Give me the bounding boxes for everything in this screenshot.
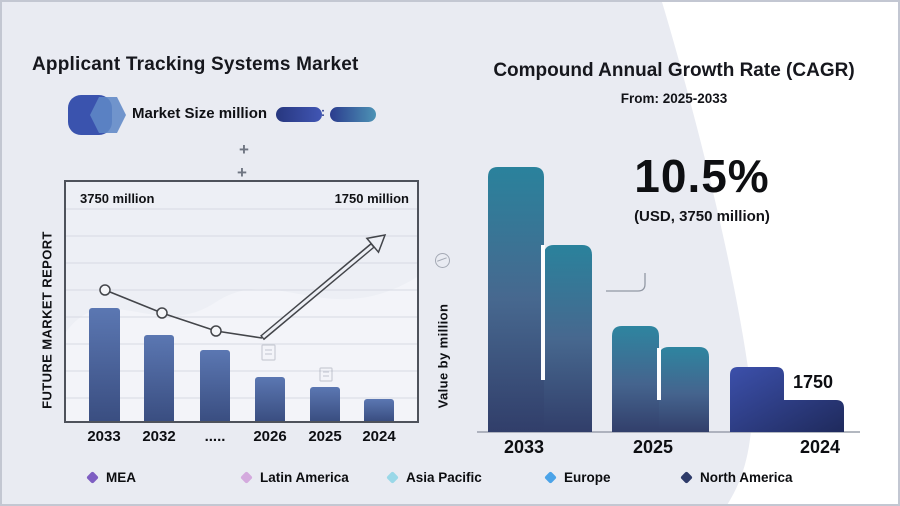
left-chart-title: Applicant Tracking Systems Market (32, 54, 359, 75)
plus-icon: + (237, 163, 247, 182)
right-chart-title: Compound Annual Growth Rate (CAGR) (493, 60, 855, 81)
left-chart-panel: 3750 million 1750 million (64, 180, 419, 423)
pair-bar-2025-left (612, 326, 659, 432)
value-annotation-1750: 1750 (792, 372, 834, 392)
bar-2026 (255, 377, 285, 421)
legend-item-north-america: North America (680, 469, 793, 485)
gridlines (66, 208, 417, 399)
white-swoosh-shape (662, 2, 898, 504)
pair-notch (541, 245, 545, 380)
right-chart-subtitle: From: 2025-2033 (620, 91, 728, 106)
circle-slash-icon (435, 253, 450, 268)
x-label: 2033 (87, 428, 121, 445)
right-axis-value-label: 1750 million (334, 191, 409, 206)
legend-label: North America (700, 469, 793, 485)
decorative-pill-right (330, 107, 376, 122)
trend-line-layer (99, 234, 387, 341)
decorative-pill-left (276, 107, 322, 122)
legend-item-europe: Europe (544, 469, 611, 485)
pair-bar-2025-right (659, 347, 709, 432)
x-label: 2025 (632, 437, 674, 457)
pair-notch (657, 348, 661, 400)
plus-icon: + (239, 140, 249, 159)
legend-label: MEA (106, 469, 136, 485)
bar-2033 (89, 308, 120, 421)
hexagon-shape (90, 97, 126, 133)
market-size-label: Market Size million (132, 105, 268, 122)
legend-diamond-icon (680, 470, 693, 484)
pair-bar-2024 (730, 367, 844, 432)
line-markers (99, 284, 222, 337)
market-size-cylinder-hexagon-icon (68, 95, 128, 135)
x-label: 2026 (253, 428, 287, 445)
legend-item-latin-america: Latin America (240, 469, 349, 485)
x-label: 2024 (799, 437, 841, 457)
bar-dots (200, 350, 230, 421)
cagr-value: 10.5% (634, 150, 770, 202)
x-label: 2032 (142, 428, 176, 445)
x-label: 2024 (362, 428, 396, 445)
x-label: 2033 (503, 437, 545, 457)
x-label: ..... (204, 428, 226, 445)
pair-bar-2033-left (488, 167, 544, 432)
bar-2025 (310, 387, 340, 421)
legend-item-asia-pacific: Asia Pacific (386, 469, 482, 485)
cagr-note: (USD, 3750 million) (634, 208, 770, 225)
trend-arrow-inner (262, 244, 373, 339)
value-axis-label: Value by million (435, 303, 451, 409)
legend-diamond-icon (386, 470, 399, 484)
legend-diamond-icon (86, 470, 99, 484)
arrow-head (365, 234, 387, 254)
legend-label: Latin America (260, 469, 349, 485)
legend-diamond-icon (240, 470, 253, 484)
bar-2024 (364, 399, 394, 421)
trend-line (104, 289, 263, 339)
corner-bracket-icon (606, 273, 646, 292)
legend-label: Asia Pacific (406, 469, 482, 485)
x-label: 2025 (308, 428, 342, 445)
right-chart (477, 167, 860, 433)
legend-diamond-icon (544, 470, 557, 484)
pair-bar-2033-right (544, 245, 592, 432)
document-watermark-icon (261, 344, 333, 382)
pill-colon: : (321, 105, 325, 119)
bar-2032 (144, 335, 174, 421)
left-axis-value-label: 3750 million (80, 191, 155, 206)
legend-item-mea: MEA (86, 469, 136, 485)
legend-label: Europe (564, 469, 611, 485)
future-market-report-watermark: FUTURE MARKET REPORT (39, 231, 55, 409)
